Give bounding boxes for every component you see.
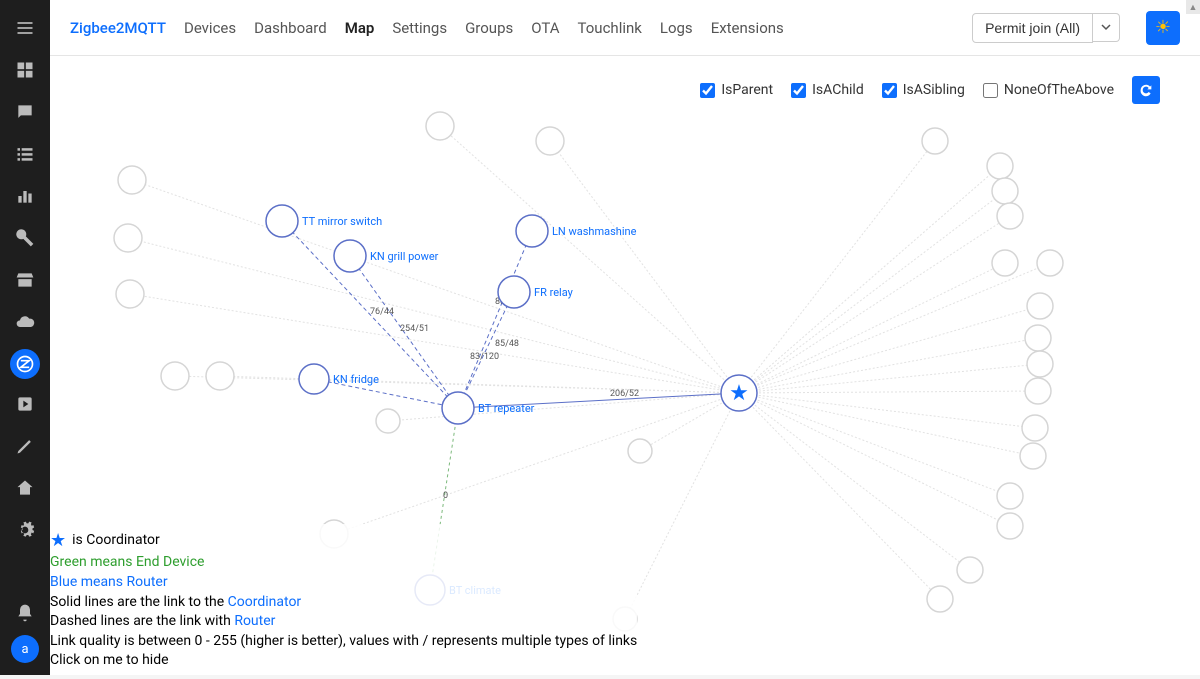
nav-map[interactable]: Map xyxy=(345,19,375,37)
filter-is-a-child-label: IsAChild xyxy=(812,82,864,98)
svg-text:KN grill power: KN grill power xyxy=(370,250,439,263)
filter-bar: IsParent IsAChild IsASibling NoneOfTheAb… xyxy=(690,70,1170,110)
nav-dashboard[interactable]: Dashboard xyxy=(254,19,327,37)
svg-text:FR relay: FR relay xyxy=(534,286,574,299)
svg-text:254/51: 254/51 xyxy=(400,324,429,334)
filter-is-a-child[interactable]: IsAChild xyxy=(791,82,864,98)
brand[interactable]: Zigbee2MQTT xyxy=(70,19,166,37)
svg-text:85/48: 85/48 xyxy=(495,339,519,349)
legend-green: Green means End Device xyxy=(50,553,637,573)
svg-text:KN fridge: KN fridge xyxy=(333,373,379,386)
svg-text:206/52: 206/52 xyxy=(610,389,639,399)
permit-join-group: Permit join (All) xyxy=(972,13,1120,43)
legend[interactable]: ★ is Coordinator Green means End Device B… xyxy=(50,524,637,675)
refresh-button[interactable] xyxy=(1132,76,1160,104)
svg-text:LN washmashine: LN washmashine xyxy=(552,225,637,238)
permit-join-button[interactable]: Permit join (All) xyxy=(972,13,1093,43)
checkbox-is-parent[interactable] xyxy=(700,83,715,98)
checkbox-is-a-sibling[interactable] xyxy=(882,83,897,98)
chat-icon[interactable] xyxy=(5,92,45,132)
pencil-icon[interactable] xyxy=(5,426,45,466)
media-icon[interactable] xyxy=(5,384,45,424)
star-icon: ★ xyxy=(50,528,66,553)
topbar: Zigbee2MQTT Devices Dashboard Map Settin… xyxy=(50,0,1200,56)
svg-text:0: 0 xyxy=(443,491,448,501)
svg-text:TT mirror switch: TT mirror switch xyxy=(302,215,382,228)
nav-devices[interactable]: Devices xyxy=(184,19,236,37)
legend-quality: Link quality is between 0 - 255 (higher … xyxy=(50,632,637,652)
svg-text:★: ★ xyxy=(729,381,749,406)
permit-join-caret[interactable] xyxy=(1093,13,1120,42)
hamburger-icon[interactable] xyxy=(5,8,45,48)
wrench-icon[interactable] xyxy=(5,218,45,258)
bell-icon[interactable] xyxy=(5,593,45,633)
nav-groups[interactable]: Groups xyxy=(465,19,513,37)
checkbox-none[interactable] xyxy=(983,83,998,98)
nav-settings[interactable]: Settings xyxy=(392,19,447,37)
nav-touchlink[interactable]: Touchlink xyxy=(578,19,642,37)
legend-coordinator: is Coordinator xyxy=(72,531,160,551)
legend-dashed: Dashed lines are the link with Router xyxy=(50,612,637,632)
dashboard-icon[interactable] xyxy=(5,50,45,90)
list-icon[interactable] xyxy=(5,134,45,174)
spinner-button[interactable]: ☀ xyxy=(1146,11,1180,45)
legend-blue: Blue means Router xyxy=(50,573,637,593)
nav-ota[interactable]: OTA xyxy=(531,19,559,37)
user-avatar[interactable]: a xyxy=(11,635,39,663)
store-icon[interactable] xyxy=(5,260,45,300)
filter-is-parent-label: IsParent xyxy=(721,82,773,98)
scrollbar-up[interactable]: ▲ xyxy=(1186,0,1200,14)
filter-is-a-sibling-label: IsASibling xyxy=(903,82,965,98)
filter-none[interactable]: NoneOfTheAbove xyxy=(983,82,1114,98)
legend-solid: Solid lines are the link to the Coordina… xyxy=(50,593,637,613)
left-sidebar: a xyxy=(0,0,50,675)
svg-text:83/120: 83/120 xyxy=(470,352,499,362)
filter-is-a-sibling[interactable]: IsASibling xyxy=(882,82,965,98)
nav-extensions[interactable]: Extensions xyxy=(711,19,784,37)
home-icon[interactable] xyxy=(5,468,45,508)
gear-icon[interactable] xyxy=(5,510,45,550)
zigbee-icon[interactable] xyxy=(10,349,40,379)
filter-none-label: NoneOfTheAbove xyxy=(1004,82,1114,98)
checkbox-is-a-child[interactable] xyxy=(791,83,806,98)
main-area: Zigbee2MQTT Devices Dashboard Map Settin… xyxy=(50,0,1200,675)
svg-text:76/44: 76/44 xyxy=(370,307,394,317)
nav-logs[interactable]: Logs xyxy=(660,19,693,37)
cloud-icon[interactable] xyxy=(5,302,45,342)
svg-text:BT repeater: BT repeater xyxy=(478,402,535,415)
filter-is-parent[interactable]: IsParent xyxy=(700,82,773,98)
legend-hide: Click on me to hide xyxy=(50,651,637,671)
chart-icon[interactable] xyxy=(5,176,45,216)
